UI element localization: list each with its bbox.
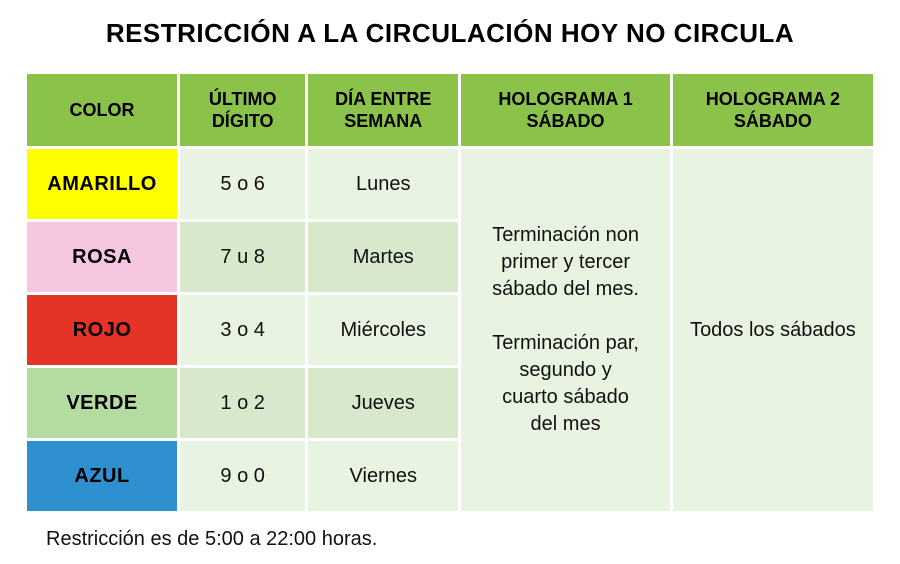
- digit-cell: 7 u 8: [180, 222, 305, 292]
- table-row: AMARILLO5 o 6LunesTerminación non primer…: [27, 149, 873, 219]
- hologram2-cell: Todos los sábados: [673, 149, 873, 511]
- table-body: AMARILLO5 o 6LunesTerminación non primer…: [27, 149, 873, 511]
- digit-cell: 1 o 2: [180, 368, 305, 438]
- col-header-day: DÍA ENTRE SEMANA: [308, 74, 458, 146]
- day-cell: Lunes: [308, 149, 458, 219]
- day-cell: Jueves: [308, 368, 458, 438]
- col-header-color: COLOR: [27, 74, 177, 146]
- day-cell: Viernes: [308, 441, 458, 511]
- col-header-digit: ÚLTIMO DÍGITO: [180, 74, 305, 146]
- day-cell: Martes: [308, 222, 458, 292]
- digit-cell: 5 o 6: [180, 149, 305, 219]
- page-root: RESTRICCIÓN A LA CIRCULACIÓN HOY NO CIRC…: [0, 0, 900, 564]
- color-cell: ROSA: [27, 222, 177, 292]
- table-header-row: COLOR ÚLTIMO DÍGITO DÍA ENTRE SEMANA HOL…: [27, 74, 873, 146]
- color-cell: AZUL: [27, 441, 177, 511]
- col-header-holo1: HOLOGRAMA 1 SÁBADO: [461, 74, 670, 146]
- day-cell: Miércoles: [308, 295, 458, 365]
- hologram1-cell: Terminación non primer y tercer sábado d…: [461, 149, 670, 511]
- col-header-holo2: HOLOGRAMA 2 SÁBADO: [673, 74, 873, 146]
- page-title: RESTRICCIÓN A LA CIRCULACIÓN HOY NO CIRC…: [24, 18, 876, 49]
- digit-cell: 3 o 4: [180, 295, 305, 365]
- digit-cell: 9 o 0: [180, 441, 305, 511]
- color-cell: VERDE: [27, 368, 177, 438]
- restriction-table: COLOR ÚLTIMO DÍGITO DÍA ENTRE SEMANA HOL…: [24, 71, 876, 514]
- color-cell: ROJO: [27, 295, 177, 365]
- color-cell: AMARILLO: [27, 149, 177, 219]
- footnote-text: Restricción es de 5:00 a 22:00 horas.: [46, 528, 876, 551]
